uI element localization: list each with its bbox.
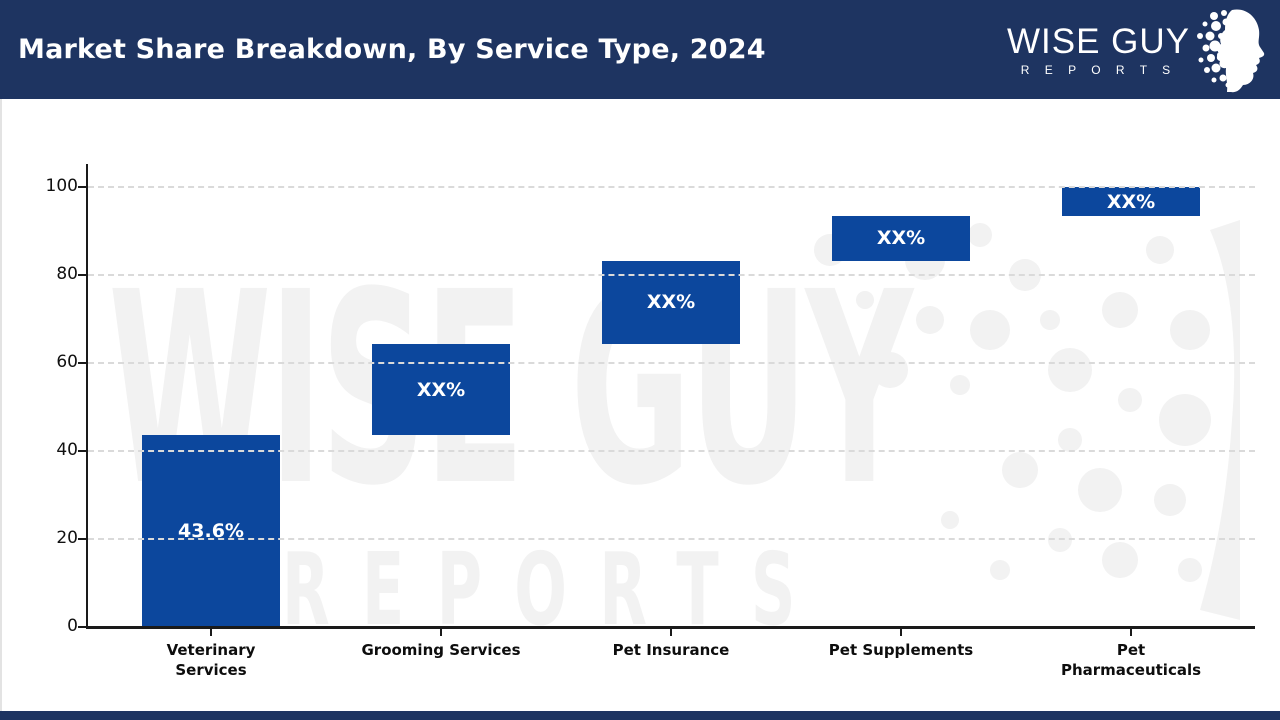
x-tick-mark <box>1130 629 1132 636</box>
bar-value-label: XX% <box>646 291 696 314</box>
waterfall-bar <box>142 435 280 627</box>
logo-face-icon <box>1197 8 1265 92</box>
y-tick-mark <box>78 538 86 540</box>
y-tick-mark <box>78 450 86 452</box>
y-tick-label: 80 <box>56 264 78 284</box>
wise-guy-reports-logo: WISE GUY R E P O R T S <box>1007 6 1266 94</box>
footer-bar <box>0 711 1280 720</box>
gridline <box>88 274 1255 276</box>
waterfall-bar <box>832 216 970 261</box>
bar-value-label: XX% <box>876 227 926 250</box>
watermark-face-dots <box>770 220 1240 620</box>
logo-text: WISE GUY R E P O R T S <box>1007 24 1190 76</box>
header-bar: Market Share Breakdown, By Service Type,… <box>0 0 1280 99</box>
x-tick-label: Pet Pharmaceuticals <box>1060 641 1202 680</box>
y-tick-label: 20 <box>56 528 78 548</box>
waterfall-bar <box>1062 187 1200 217</box>
logo-wordmark: WISE GUY <box>1006 21 1190 61</box>
y-tick-label: 60 <box>56 352 78 372</box>
y-tick-label: 0 <box>67 616 78 636</box>
chart-title: Market Share Breakdown, By Service Type,… <box>18 34 766 65</box>
x-tick-mark <box>670 629 672 636</box>
y-tick-mark <box>78 186 86 188</box>
y-axis-line <box>86 164 88 629</box>
gridline <box>88 186 1255 188</box>
y-tick-label: 100 <box>45 176 78 196</box>
x-axis-line <box>86 626 1255 629</box>
x-tick-label: Pet Insurance <box>612 641 730 659</box>
bar-value-label: XX% <box>1106 190 1156 213</box>
y-tick-mark <box>78 274 86 276</box>
x-tick-mark <box>440 629 442 636</box>
gridline <box>88 450 1255 452</box>
bar-value-label: 43.6% <box>178 520 244 543</box>
y-tick-mark <box>78 626 86 628</box>
watermark-subtitle: REPORTS <box>282 531 828 648</box>
gridline <box>88 538 1255 540</box>
x-tick-label: Grooming Services <box>361 641 521 659</box>
bar-value-label: XX% <box>416 378 466 401</box>
y-tick-mark <box>78 362 86 364</box>
logo-subtitle: R E P O R T S <box>1020 62 1177 77</box>
gridline <box>88 362 1255 364</box>
x-tick-label: Pet Supplements <box>828 641 974 659</box>
x-tick-mark <box>900 629 902 636</box>
y-tick-label: 40 <box>56 440 78 460</box>
x-tick-mark <box>210 629 212 636</box>
x-tick-label: Veterinary Services <box>166 641 256 680</box>
waterfall-bar <box>372 344 510 436</box>
